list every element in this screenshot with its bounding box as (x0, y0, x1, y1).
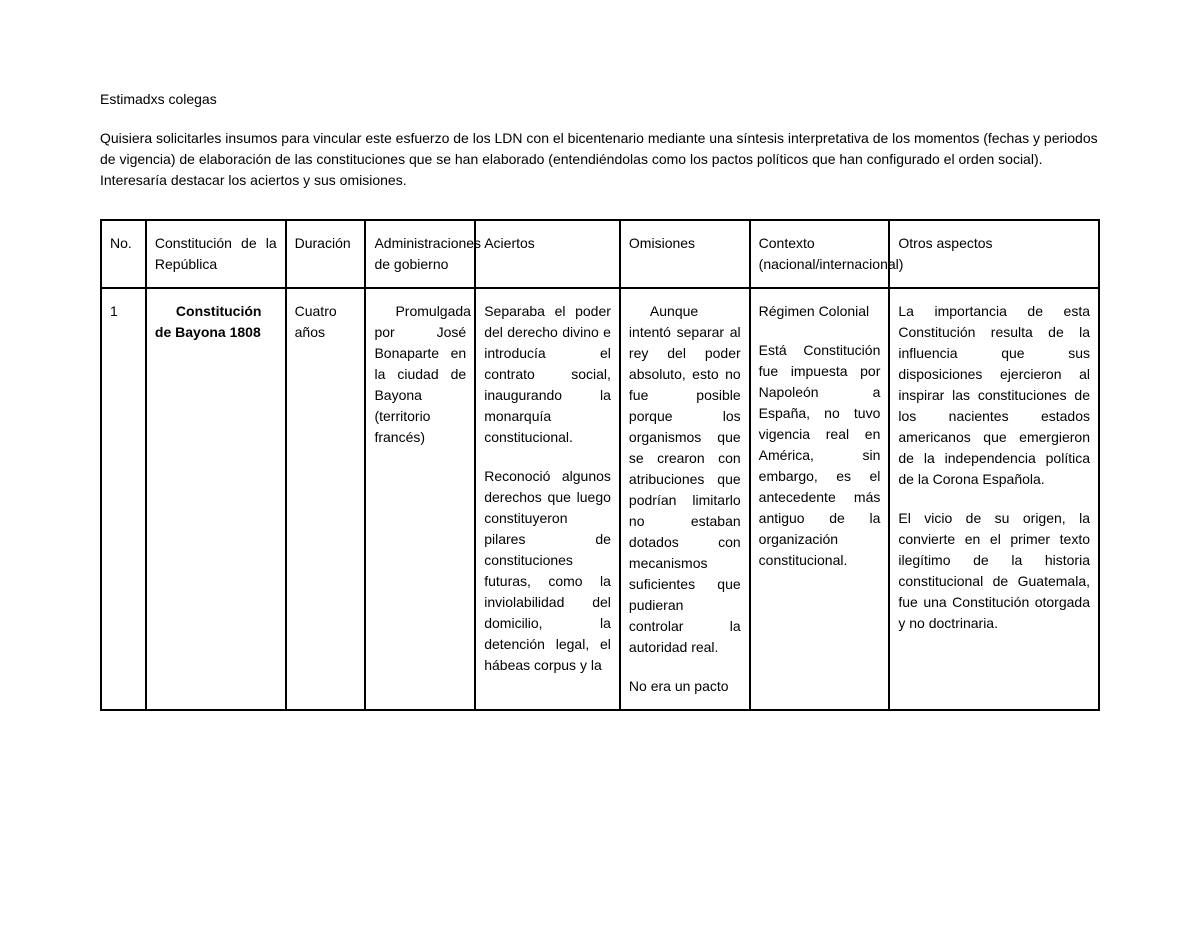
constitutions-table: No. Constitución de la República Duració… (100, 219, 1100, 711)
otros-p1: La importancia de esta Constitución resu… (898, 301, 1090, 490)
contexto-p2: Está Constitución fue impuesta por Napol… (759, 340, 881, 571)
cell-omisiones: Aunque intentó separar al rey del poder … (620, 288, 750, 710)
omisiones-p1: Aunque intentó separar al rey del poder … (629, 301, 741, 658)
cell-contexto: Régimen Colonial Está Constitución fue i… (750, 288, 890, 710)
col-header-contexto: Contexto (nacional/internacional) (750, 220, 890, 288)
aciertos-p2: Reconoció algunos derechos que luego con… (484, 466, 611, 676)
cell-no: 1 (101, 288, 146, 710)
cell-otros: La importancia de esta Constitución resu… (889, 288, 1099, 710)
cell-duracion: Cuatro años (286, 288, 366, 710)
omisiones-p2: No era un pacto (629, 676, 741, 697)
table-header-row: No. Constitución de la República Duració… (101, 220, 1099, 288)
table-row: 1 Constitución de Bayona 1808 Cuatro año… (101, 288, 1099, 710)
otros-p2: El vicio de su origen, la convierte en e… (898, 508, 1090, 634)
col-header-no: No. (101, 220, 146, 288)
col-header-otros: Otros aspectos (889, 220, 1099, 288)
col-header-aciertos: Aciertos (475, 220, 620, 288)
salutation: Estimadxs colegas (100, 90, 1100, 110)
cell-administraciones: Promulgada por José Bonaparte en la ciud… (365, 288, 475, 710)
cell-constitucion: Constitución de Bayona 1808 (146, 288, 286, 710)
intro-paragraph: Quisiera solicitarles insumos para vincu… (100, 128, 1100, 191)
col-header-constitucion: Constitución de la República (146, 220, 286, 288)
col-header-duracion: Duración (286, 220, 366, 288)
aciertos-p1: Separaba el poder del derecho divino e i… (484, 301, 611, 448)
administraciones-text: Promulgada por José Bonaparte en la ciud… (374, 301, 466, 448)
contexto-p1: Régimen Colonial (759, 301, 881, 322)
col-header-omisiones: Omisiones (620, 220, 750, 288)
constitucion-title: Constitución de Bayona 1808 (155, 301, 277, 343)
col-header-administraciones: Administraciones de gobierno (365, 220, 475, 288)
cell-aciertos: Separaba el poder del derecho divino e i… (475, 288, 620, 710)
